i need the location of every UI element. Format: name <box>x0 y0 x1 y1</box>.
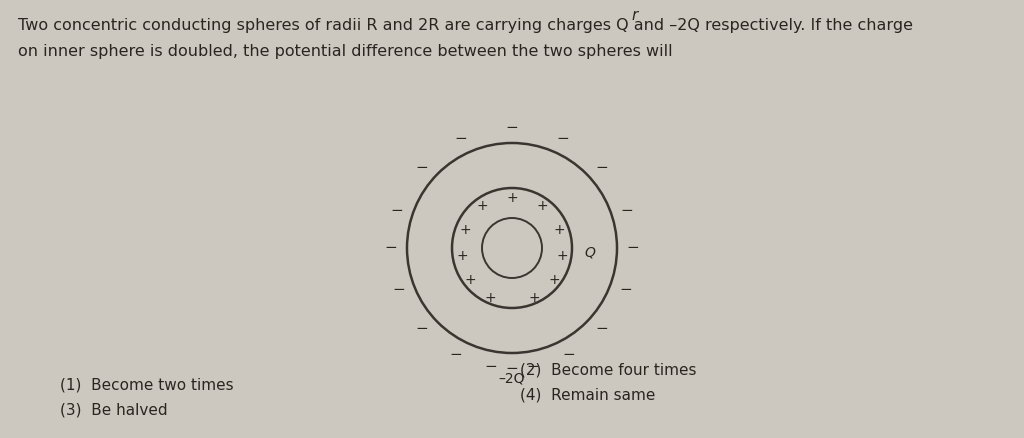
Text: +: + <box>548 273 560 287</box>
Text: (1)  Become two times: (1) Become two times <box>60 378 233 392</box>
Text: −: − <box>506 120 518 135</box>
Text: +: + <box>537 199 548 213</box>
Text: −: − <box>526 360 540 374</box>
Text: +: + <box>506 191 518 205</box>
Text: (4)  Remain same: (4) Remain same <box>520 388 655 403</box>
Text: –2Q: –2Q <box>499 371 525 385</box>
Text: −: − <box>557 131 569 146</box>
Text: −: − <box>627 240 639 255</box>
Text: +: + <box>464 273 476 287</box>
Text: +: + <box>484 291 496 305</box>
Text: r: r <box>632 8 638 23</box>
Text: −: − <box>416 321 429 336</box>
Text: Q: Q <box>584 246 595 260</box>
Text: −: − <box>621 203 633 218</box>
Text: −: − <box>416 160 429 175</box>
Text: −: − <box>595 160 608 175</box>
Text: Two concentric conducting spheres of radii R and 2R are carrying charges Q and –: Two concentric conducting spheres of rad… <box>18 18 913 33</box>
Text: −: − <box>449 347 462 362</box>
Text: +: + <box>553 223 565 237</box>
Text: −: − <box>385 240 397 255</box>
Text: −: − <box>484 360 498 374</box>
Text: −: − <box>562 347 575 362</box>
Text: −: − <box>391 203 403 218</box>
Text: −: − <box>595 321 608 336</box>
Text: +: + <box>459 223 471 237</box>
Text: −: − <box>455 131 467 146</box>
Text: +: + <box>528 291 540 305</box>
Text: on inner sphere is doubled, the potential difference between the two spheres wil: on inner sphere is doubled, the potentia… <box>18 44 673 59</box>
Text: −: − <box>506 361 518 376</box>
Text: (2)  Become four times: (2) Become four times <box>520 363 696 378</box>
Text: +: + <box>476 199 487 213</box>
Text: +: + <box>556 249 568 263</box>
Text: −: − <box>392 282 404 297</box>
Text: +: + <box>456 249 468 263</box>
Text: (3)  Be halved: (3) Be halved <box>60 403 168 417</box>
Text: −: − <box>620 282 632 297</box>
